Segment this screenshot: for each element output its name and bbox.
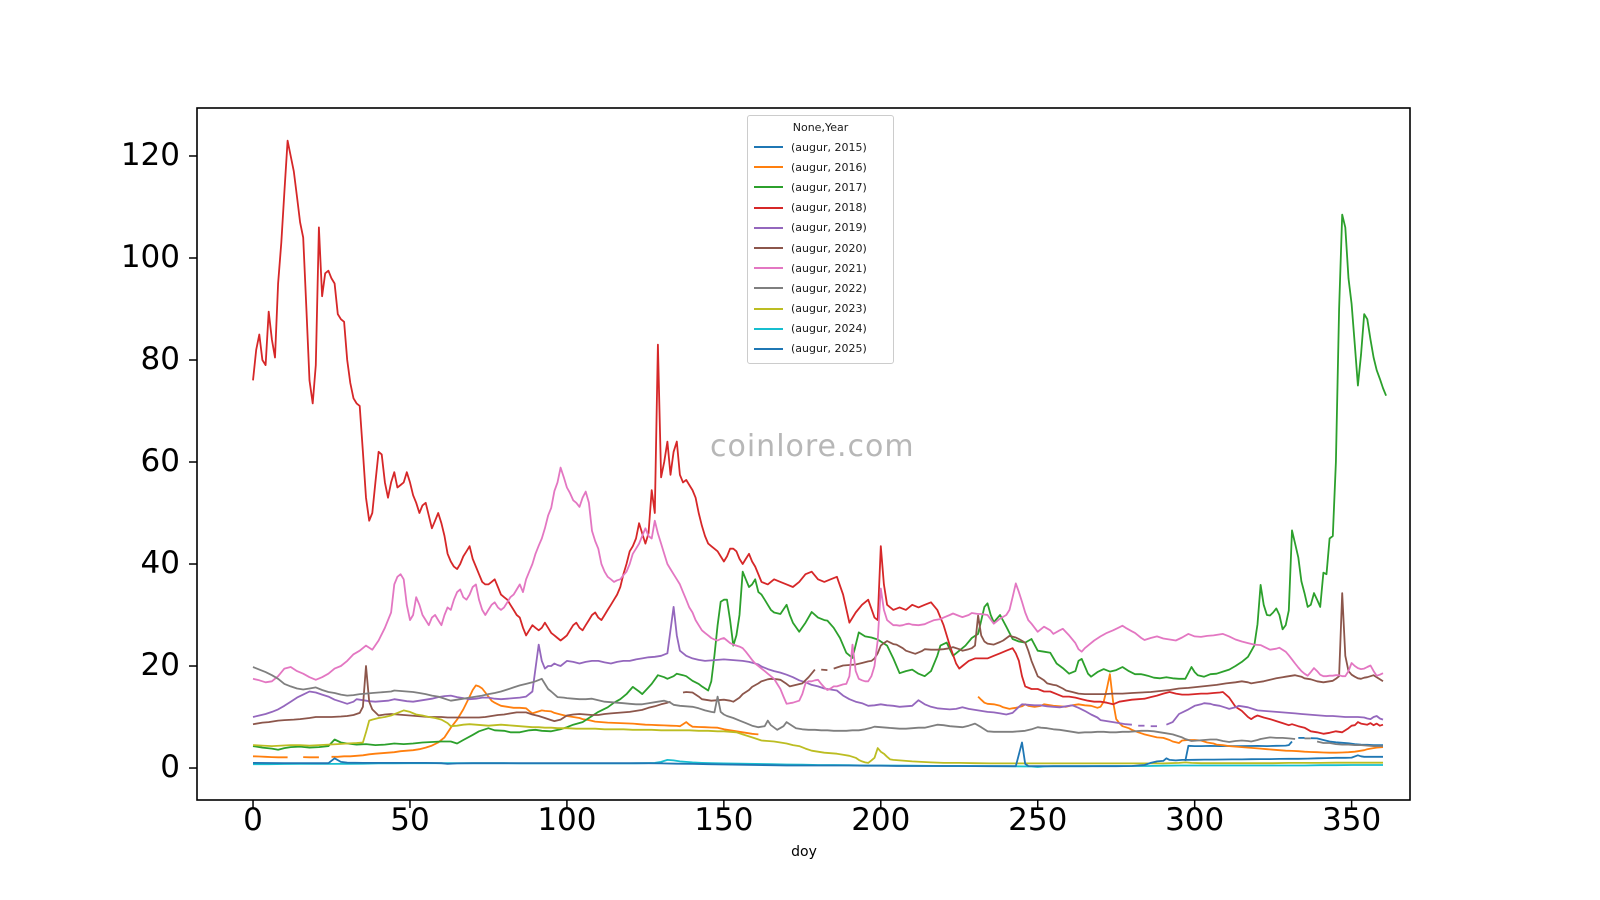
legend-entry-label: (augur, 2024)	[791, 322, 867, 336]
y-tick-label: 40	[140, 545, 180, 581]
legend-line-swatch	[754, 267, 783, 270]
series-line-2015	[1184, 740, 1293, 762]
legend-line-swatch	[754, 327, 783, 330]
series-line-2022	[252, 666, 1296, 743]
x-tick-label: 350	[1322, 802, 1382, 838]
y-tick-label: 100	[120, 238, 180, 275]
legend-line-swatch	[754, 146, 783, 149]
y-tick-label: 0	[160, 749, 180, 786]
x-axis-label: doy	[791, 844, 817, 860]
series-line-2022	[1316, 740, 1383, 747]
x-tick-label: 300	[1165, 802, 1225, 838]
series-line-2020	[821, 668, 828, 671]
legend-entry: (augur, 2022)	[748, 278, 893, 298]
legend-entry-label: (augur, 2023)	[791, 302, 867, 316]
legend-entry: (augur, 2021)	[748, 258, 893, 278]
legend-line-swatch	[754, 206, 783, 209]
x-tick-label: 150	[694, 802, 754, 838]
y-tick-label: 60	[140, 443, 180, 479]
legend-line-swatch	[754, 287, 783, 290]
legend-entry-label: (augur, 2017)	[791, 180, 867, 194]
legend-line-swatch	[754, 226, 783, 229]
legend-entry-label: (augur, 2015)	[791, 140, 867, 154]
x-tick-label: 200	[851, 802, 911, 838]
series-line-2016	[977, 673, 1384, 754]
legend-title: None,Year	[792, 121, 849, 134]
x-tick-label: 100	[537, 802, 597, 838]
legend-entry: (augur, 2015)	[748, 137, 893, 157]
watermark-text: coinlore.com	[710, 429, 915, 464]
x-tick-label: 250	[1008, 802, 1068, 838]
y-tick-label: 20	[140, 647, 180, 684]
y-tick-label: 80	[140, 341, 180, 377]
legend-entry: (augur, 2019)	[748, 218, 893, 238]
legend-entry-label: (augur, 2021)	[791, 261, 867, 275]
legend-line-swatch	[754, 186, 783, 189]
series-line-2015	[1310, 737, 1383, 746]
legend-entry-label: (augur, 2016)	[791, 160, 867, 174]
legend-line-swatch	[754, 347, 783, 350]
series-line-2023	[252, 709, 1383, 765]
legend-entry-label: (augur, 2025)	[791, 342, 867, 356]
legend-rows: (augur, 2015) (augur, 2016) (augur, 2017) (…	[748, 137, 893, 359]
series-line-2016	[331, 684, 759, 758]
legend-entry: (augur, 2025)	[748, 339, 893, 359]
series-line-2025	[252, 741, 1383, 768]
series-line-2016	[252, 755, 288, 759]
y-tick-label: 120	[120, 136, 180, 173]
legend-entry: (augur, 2020)	[748, 238, 893, 258]
series-line-2020	[682, 669, 816, 703]
series-line-2019	[1166, 702, 1384, 726]
x-tick-label: 50	[390, 802, 430, 838]
series-line-2017	[252, 213, 1387, 751]
legend-entry: (augur, 2016)	[748, 157, 893, 177]
series-line-2020	[833, 592, 1384, 695]
legend-line-swatch	[754, 307, 783, 310]
x-tick-label: 0	[243, 802, 263, 838]
legend-entry: (augur, 2023)	[748, 299, 893, 319]
legend-entry: (augur, 2024)	[748, 319, 893, 339]
legend-entry-label: (augur, 2022)	[791, 281, 867, 295]
series-line-2021	[252, 466, 1384, 705]
legend-line-swatch	[754, 247, 783, 250]
series-line-2018	[252, 139, 1384, 735]
legend-entry: (augur, 2018)	[748, 198, 893, 218]
legend-box: None,Year (augur, 2015) (augur, 2016) (aug…	[747, 115, 894, 365]
legend-entry-label: (augur, 2019)	[791, 221, 867, 235]
legend-line-swatch	[754, 166, 783, 169]
legend-entry-label: (augur, 2020)	[791, 241, 867, 255]
legend-entry: (augur, 2017)	[748, 177, 893, 197]
plot-frame	[196, 107, 1411, 801]
series-line-2019	[252, 606, 1132, 726]
series-line-2020	[252, 665, 671, 726]
legend-entry-label: (augur, 2018)	[791, 201, 867, 215]
